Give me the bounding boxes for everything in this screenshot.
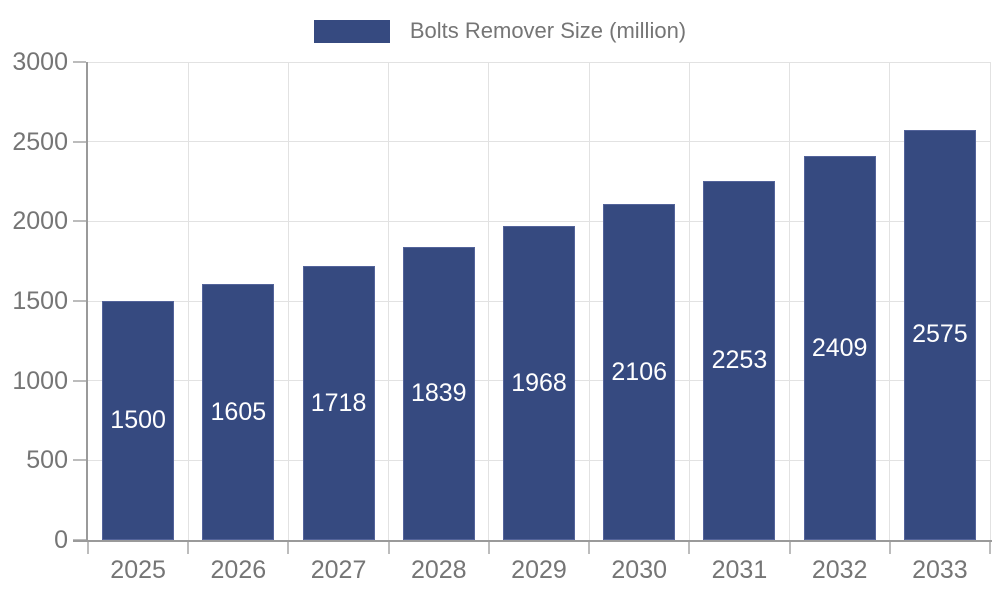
y-axis-tick (73, 140, 86, 143)
x-tick-label: 2026 (210, 556, 267, 584)
x-axis-tick (187, 542, 190, 554)
y-axis-tick (73, 379, 86, 382)
x-tick-label: 2033 (912, 556, 968, 584)
vertical-gridline (488, 62, 490, 540)
bar-2033[interactable]: 2575 (903, 129, 976, 540)
bar-2026[interactable]: 1605 (202, 284, 275, 540)
x-tick-label: 2027 (310, 556, 367, 584)
bar-value-label: 1605 (210, 397, 267, 426)
bar-2025[interactable]: 1500 (102, 301, 175, 540)
bar-value-label: 1718 (310, 388, 367, 417)
y-tick-label: 500 (26, 446, 68, 475)
x-axis-tick (688, 542, 691, 554)
vertical-gridline (989, 62, 991, 540)
bar-value-label: 2575 (912, 320, 968, 349)
x-axis-tick (588, 542, 591, 554)
legend-item[interactable]: Bolts Remover Size (million) (0, 14, 1000, 48)
bar-value-label: 2106 (611, 357, 668, 386)
y-axis-tick (73, 300, 86, 302)
bar-2030[interactable]: 2106 (603, 204, 676, 540)
x-tick-label: 2030 (611, 556, 668, 584)
plot-area: 0 500 1000 1500 2000 2500 3000 2025 2026 2027 2028… (12, 48, 992, 584)
bar-2027[interactable]: 1718 (302, 266, 375, 540)
bar-2032[interactable]: 2409 (803, 156, 876, 540)
x-axis-tick (487, 542, 490, 554)
vertical-gridline (588, 62, 590, 540)
bar-value-label: 2409 (811, 333, 868, 362)
x-tick-label: 2025 (110, 556, 166, 584)
x-axis-tick (87, 542, 89, 554)
y-tick-label: 2000 (12, 207, 68, 236)
x-tick-label: 2028 (410, 556, 467, 584)
y-tick-label: 0 (54, 526, 68, 554)
y-axis-tick (73, 459, 86, 462)
bar-2031[interactable]: 2253 (703, 181, 776, 540)
y-axis-tick (73, 220, 86, 223)
y-tick-label: 3000 (12, 48, 68, 76)
bar-value-label: 1500 (110, 406, 166, 434)
horizontal-gridline (88, 141, 990, 143)
x-axis-tick (788, 542, 791, 554)
bar-value-label: 1839 (410, 378, 467, 407)
vertical-gridline (789, 62, 791, 540)
y-tick-label: 1500 (12, 287, 68, 315)
bar-value-label: 2253 (711, 346, 768, 374)
bar-value-label: 1968 (511, 368, 567, 397)
x-axis-tick (387, 542, 390, 554)
x-axis-tick (989, 542, 991, 554)
y-tick-label: 2500 (12, 127, 68, 156)
x-axis-tick (888, 542, 891, 554)
x-axis-tick (287, 542, 290, 554)
y-tick-label: 1000 (12, 366, 68, 395)
legend-swatch (313, 19, 390, 43)
horizontal-gridline (88, 220, 990, 222)
x-tick-label: 2029 (511, 556, 567, 584)
vertical-gridline (688, 62, 690, 540)
bar-2028[interactable]: 1839 (402, 246, 475, 540)
vertical-gridline (287, 62, 289, 540)
bar-2029[interactable]: 1968 (503, 226, 575, 540)
x-axis-line (73, 540, 992, 542)
x-tick-label: 2032 (811, 556, 868, 584)
y-axis-line (86, 62, 88, 542)
x-tick-label: 2031 (711, 556, 768, 584)
vertical-gridline (388, 62, 390, 540)
legend-label: Bolts Remover Size (million) (409, 18, 687, 43)
vertical-gridline (187, 62, 189, 540)
horizontal-gridline (88, 61, 990, 63)
y-axis-tick (73, 61, 86, 63)
vertical-gridline (889, 62, 891, 540)
